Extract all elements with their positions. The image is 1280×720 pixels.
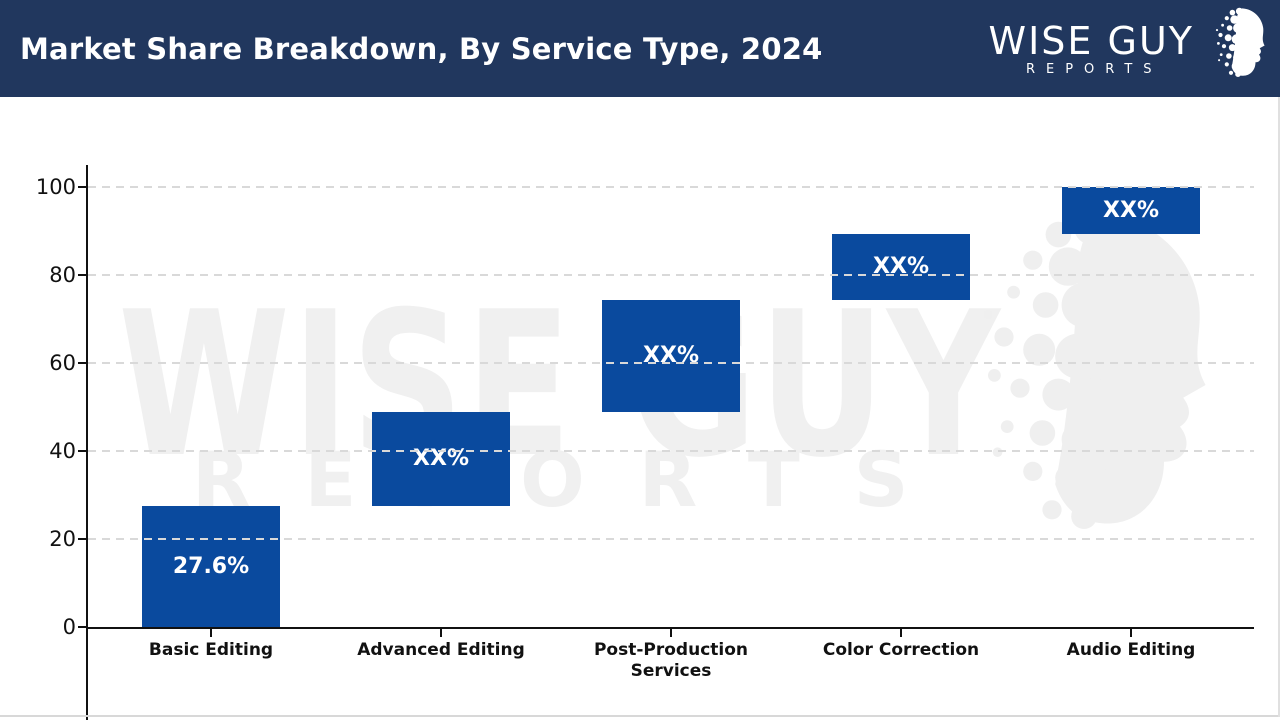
x-axis-label-advanced-editing: Advanced Editing bbox=[357, 640, 525, 660]
y-axis-line bbox=[86, 165, 88, 720]
y-tick-label: 20 bbox=[49, 527, 76, 551]
bar-basic-editing: 27.6% bbox=[142, 505, 280, 627]
y-tick-mark bbox=[78, 538, 86, 540]
logo-tagline: REPORTS bbox=[1025, 61, 1163, 77]
wiseguy-head-icon bbox=[1196, 7, 1266, 91]
x-axis-label-audio-editing: Audio Editing bbox=[1066, 640, 1196, 660]
bar-post-production-services: XX% bbox=[602, 300, 740, 412]
bar-audio-editing: XX% bbox=[1062, 187, 1200, 234]
wiseguy-logo: WISE GUY REPORTS bbox=[989, 7, 1280, 91]
header-bar: Market Share Breakdown, By Service Type,… bbox=[0, 0, 1280, 97]
bar-value-label: 27.6% bbox=[172, 553, 250, 579]
x-axis-label-basic-editing: Basic Editing bbox=[148, 640, 274, 660]
y-tick-label: 0 bbox=[62, 615, 76, 639]
x-tick-mark bbox=[210, 629, 212, 637]
y-tick-mark bbox=[78, 186, 86, 188]
x-tick-mark bbox=[440, 629, 442, 637]
y-tick-label: 100 bbox=[35, 175, 76, 199]
x-tick-mark bbox=[670, 629, 672, 637]
watermark-line1: WISE GUY bbox=[118, 269, 1002, 502]
y-tick-label: 80 bbox=[49, 263, 76, 287]
chart-area: WISE GUY REPORTS 27.6% XX% XX% XX% XX% 0 20 40… bbox=[0, 97, 1280, 720]
page-title: Market Share Breakdown, By Service Type,… bbox=[20, 31, 823, 66]
gridline-20 bbox=[88, 538, 1254, 540]
y-tick-mark bbox=[78, 450, 86, 452]
gridline-100 bbox=[88, 186, 1254, 188]
logo-text: WISE GUY REPORTS bbox=[989, 22, 1194, 76]
bar-value-label: XX% bbox=[643, 343, 699, 369]
right-border bbox=[1278, 97, 1280, 717]
y-tick-mark bbox=[78, 274, 86, 276]
gridline-60 bbox=[88, 362, 1254, 364]
logo-name: WISE GUY bbox=[988, 18, 1194, 63]
y-tick-label: 40 bbox=[49, 439, 76, 463]
gridline-80 bbox=[88, 274, 1254, 276]
y-tick-mark bbox=[78, 626, 86, 628]
bar-color-correction: XX% bbox=[832, 233, 970, 301]
x-axis-line bbox=[86, 627, 1254, 629]
y-tick-mark bbox=[78, 362, 86, 364]
bar-value-label: XX% bbox=[1103, 197, 1159, 223]
x-axis-label-post-production-services: Post-Production Services bbox=[593, 640, 749, 682]
bar-advanced-editing: XX% bbox=[372, 411, 510, 506]
watermark-line2: REPORTS bbox=[192, 435, 963, 524]
gridline-40 bbox=[88, 450, 1254, 452]
x-axis-label-color-correction: Color Correction bbox=[822, 640, 980, 660]
y-tick-label: 60 bbox=[49, 351, 76, 375]
bottom-border bbox=[0, 715, 1280, 717]
x-tick-mark bbox=[1130, 629, 1132, 637]
x-tick-mark bbox=[900, 629, 902, 637]
